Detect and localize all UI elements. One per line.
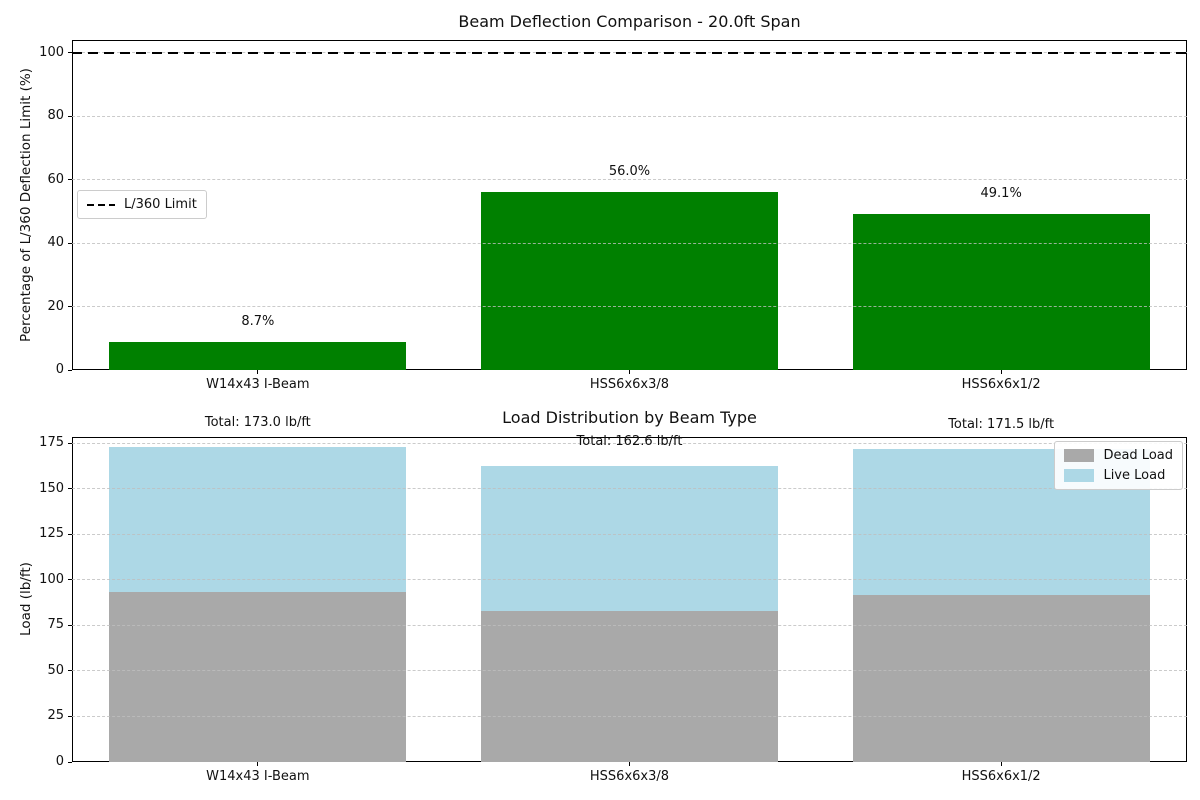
gridline [72, 624, 1187, 626]
y-tick-mark [68, 670, 72, 672]
dashed-line-legend-sample [87, 203, 115, 206]
gridline [72, 242, 1187, 244]
bar [480, 192, 779, 370]
bar-segment-live-load [480, 465, 779, 612]
y-tick-label: 25 [47, 708, 64, 724]
y-tick-label: 50 [47, 662, 64, 678]
bar [109, 342, 407, 370]
y-tick-mark [68, 533, 72, 535]
load-chart-legend: Dead Load Live Load [1054, 441, 1183, 490]
y-tick-label: 20 [47, 298, 64, 314]
x-tick-label: HSS6x6x3/8 [589, 377, 670, 392]
x-tick-label: W14x43 I-Beam [206, 377, 310, 392]
bar-value-label: Total: 171.5 lb/ft [948, 417, 1055, 433]
deflection-chart-legend: L/360 Limit [77, 190, 207, 219]
dead-load-swatch [1064, 449, 1095, 462]
y-tick-mark [68, 369, 72, 371]
gridline [72, 533, 1187, 535]
x-tick-mark [257, 762, 259, 766]
y-tick-mark [68, 179, 72, 181]
x-tick-mark [629, 370, 630, 374]
legend-entry-dead-load: Dead Load [1064, 448, 1173, 463]
y-tick-mark [68, 624, 72, 626]
y-tick-mark [68, 242, 72, 244]
y-tick-mark [68, 488, 72, 490]
y-tick-label: 175 [39, 435, 64, 450]
gridline [72, 442, 1187, 444]
y-tick-mark [68, 442, 72, 444]
gridline [72, 115, 1187, 117]
bar-value-label: 56.0% [608, 164, 651, 180]
y-tick-label: 150 [39, 480, 64, 496]
x-tick-mark [257, 370, 259, 374]
legend-label-dead-load: Dead Load [1103, 448, 1173, 463]
x-tick-mark [1000, 762, 1002, 766]
y-tick-mark [68, 579, 72, 581]
y-tick-label: 100 [39, 44, 64, 60]
x-tick-label: W14x43 I-Beam [206, 769, 310, 784]
x-tick-mark [629, 762, 630, 766]
y-tick-label: 0 [55, 362, 64, 377]
y-tick-label: 75 [47, 617, 64, 633]
y-tick-label: 60 [47, 171, 64, 187]
y-tick-label: 100 [39, 571, 64, 587]
y-tick-mark [68, 115, 72, 117]
limit-line [72, 51, 1187, 54]
bar-segment-dead-load [480, 611, 779, 762]
x-tick-label: HSS6x6x1/2 [961, 377, 1041, 392]
bar-value-label: 8.7% [241, 314, 275, 330]
bar-segment-live-load [109, 446, 407, 593]
y-tick-label: 80 [47, 108, 64, 124]
y-tick-label: 40 [47, 235, 64, 251]
x-tick-label: HSS6x6x1/2 [961, 769, 1041, 784]
gridline [72, 488, 1187, 490]
bar-value-label: 49.1% [980, 186, 1022, 202]
legend-entry-live-load: Live Load [1064, 468, 1173, 483]
gridline [72, 179, 1187, 181]
bar-segment-dead-load [109, 592, 407, 762]
x-tick-label: HSS6x6x3/8 [589, 769, 670, 784]
y-tick-mark [68, 761, 72, 763]
load-chart-title: Load Distribution by Beam Type [502, 408, 757, 427]
legend-label-l360-limit: L/360 Limit [124, 197, 197, 212]
y-tick-mark [68, 306, 72, 308]
bar [852, 214, 1150, 370]
y-tick-mark [68, 715, 72, 717]
legend-label-live-load: Live Load [1103, 468, 1166, 483]
y-tick-mark [68, 52, 72, 54]
gridline [72, 715, 1187, 717]
live-load-swatch [1064, 469, 1095, 482]
bar-segment-dead-load [852, 595, 1150, 762]
x-tick-mark [1000, 370, 1002, 374]
gridline [72, 579, 1187, 581]
y-tick-label: 0 [55, 754, 64, 769]
deflection-chart-title: Beam Deflection Comparison - 20.0ft Span [458, 12, 801, 31]
gridline [72, 670, 1187, 672]
bar-value-label: Total: 173.0 lb/ft [204, 414, 311, 430]
gridline [72, 306, 1187, 308]
y-tick-label: 125 [39, 526, 64, 542]
bar-value-label: Total: 162.6 lb/ft [576, 433, 683, 449]
